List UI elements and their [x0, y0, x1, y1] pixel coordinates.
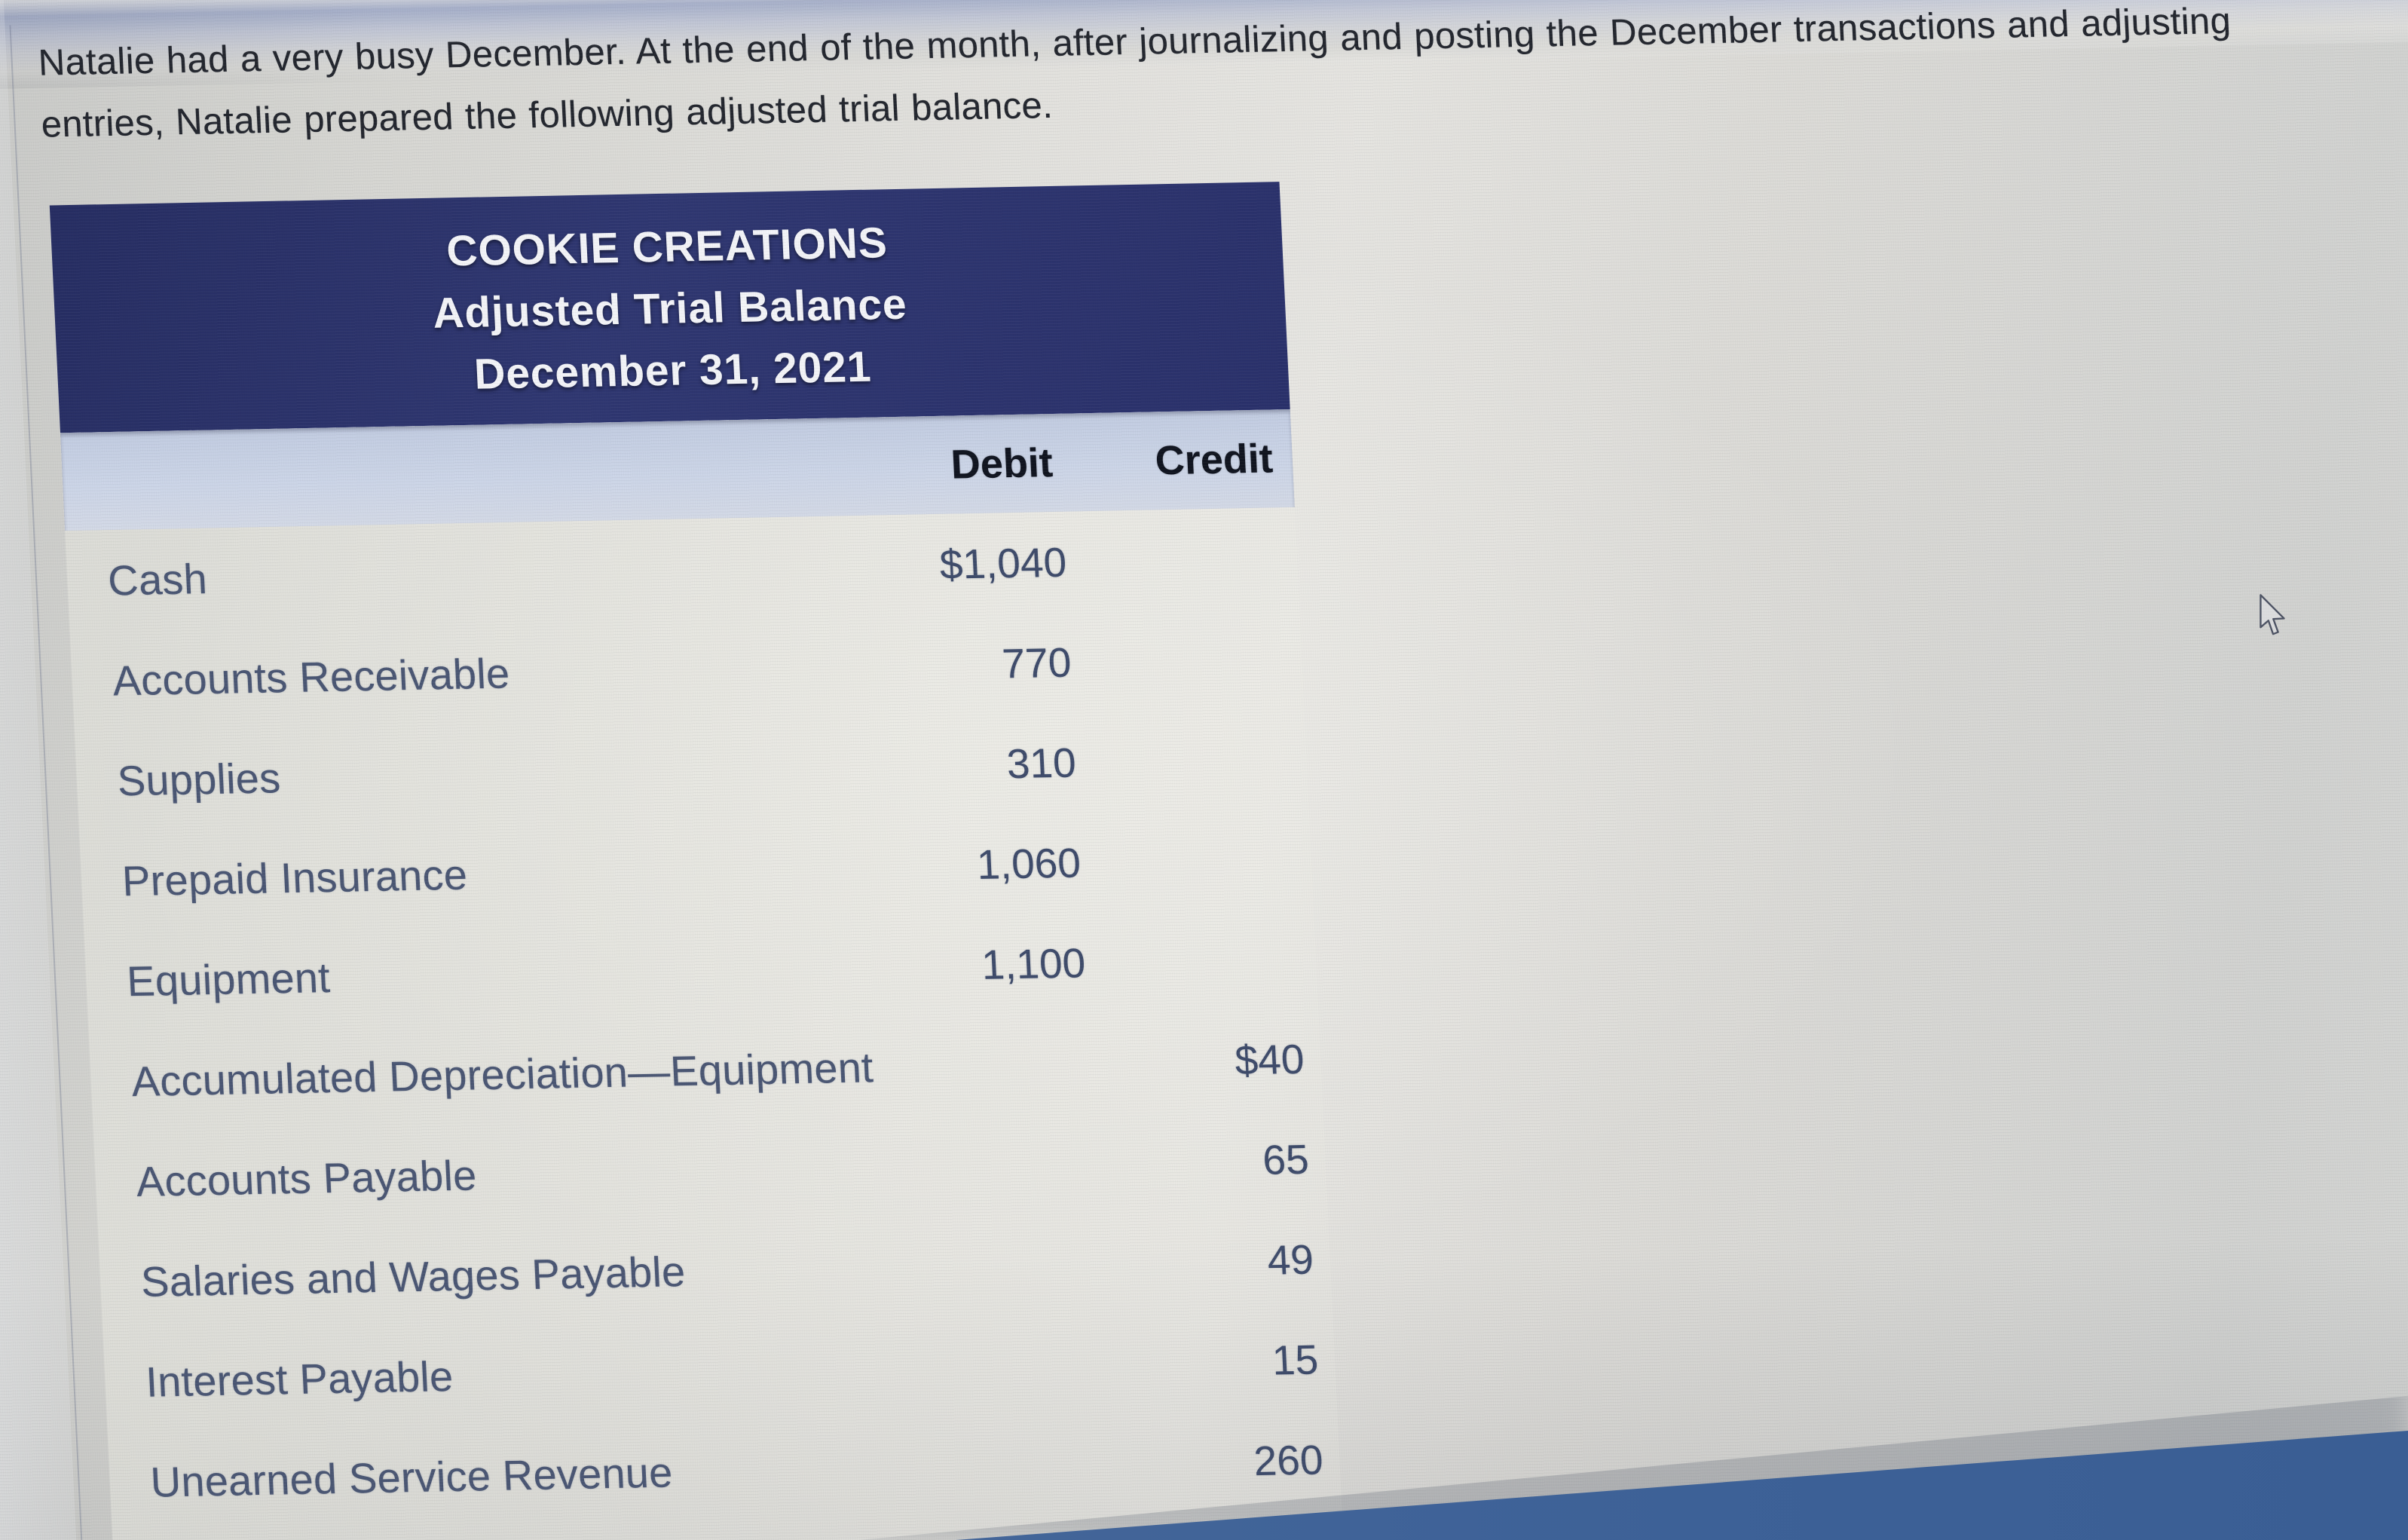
debit-value: 310: [1005, 739, 1078, 787]
credit-value: 49: [1266, 1235, 1315, 1284]
account-name: Accounts Payable: [135, 1150, 478, 1205]
account-name: Interest Payable: [144, 1352, 454, 1406]
debit-value: 1,100: [980, 938, 1087, 988]
credit-value: 15: [1271, 1335, 1320, 1384]
account-name: Accumulated Depreciation—Equipment: [130, 1042, 875, 1105]
table-title-block: COOKIE CREATIONS Adjusted Trial Balance …: [49, 182, 1290, 433]
credit-column-header: Credit: [1154, 436, 1274, 484]
trial-balance-table: COOKIE CREATIONS Adjusted Trial Balance …: [49, 182, 1354, 1540]
credit-value: 260: [1253, 1435, 1324, 1484]
mouse-cursor-icon: [2260, 594, 2285, 635]
credit-value: 65: [1261, 1135, 1311, 1183]
account-name: Supplies: [116, 753, 282, 804]
account-name: Salaries and Wages Payable: [139, 1247, 687, 1306]
account-name: Prepaid Insurance: [121, 850, 469, 905]
debit-value: 770: [1001, 638, 1072, 687]
table-rows: Cash $1,040 Accounts Receivable 770 Supp…: [65, 507, 1342, 1532]
account-name: Accounts Receivable: [112, 648, 511, 704]
debit-column-header: Debit: [950, 440, 1054, 488]
account-name: Equipment: [125, 953, 332, 1005]
debit-value: 1,060: [975, 838, 1082, 888]
debit-value: $1,040: [938, 538, 1068, 588]
account-name: Unearned Service Revenue: [149, 1447, 674, 1506]
credit-value: $40: [1234, 1035, 1305, 1083]
account-name: Cash: [106, 554, 209, 605]
